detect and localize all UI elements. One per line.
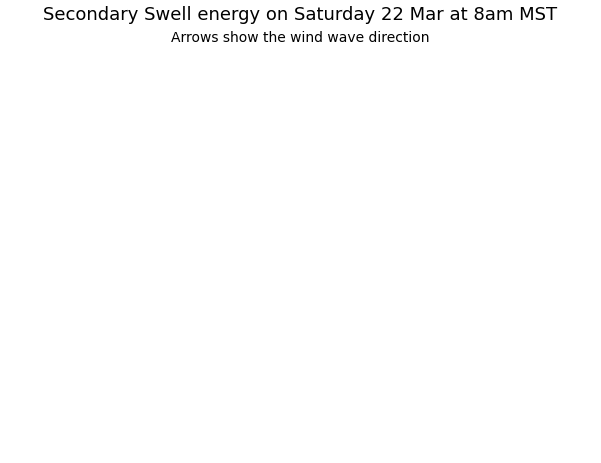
- Text: Arrows show the wind wave direction: Arrows show the wind wave direction: [171, 31, 430, 45]
- Text: cartopy required: cartopy required: [243, 249, 358, 263]
- Text: Secondary Swell energy on Saturday 22 Mar at 8am MST: Secondary Swell energy on Saturday 22 Ma…: [43, 6, 558, 24]
